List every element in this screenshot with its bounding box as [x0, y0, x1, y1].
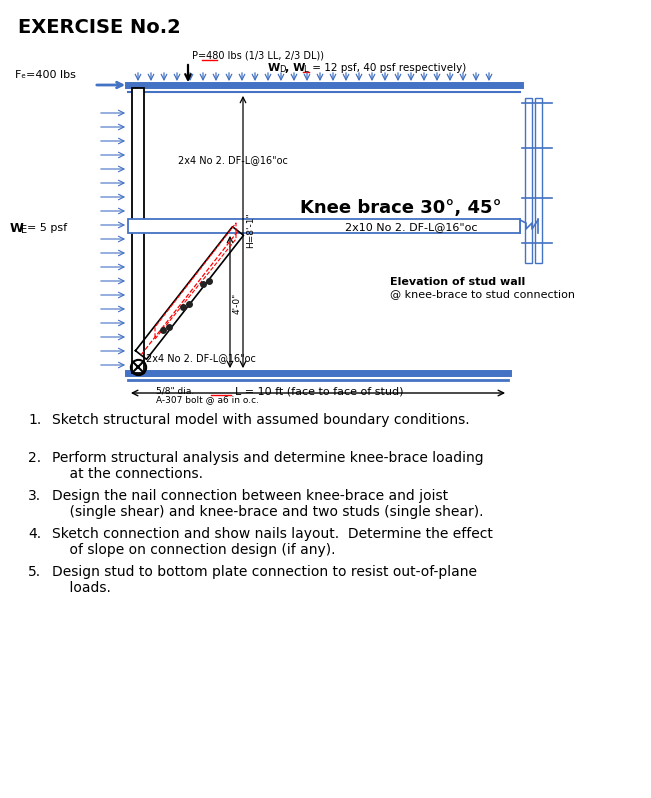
Text: 2.: 2.	[28, 451, 41, 465]
Text: W: W	[268, 63, 280, 73]
Text: 2x4 No 2. DF-L@16"oc: 2x4 No 2. DF-L@16"oc	[178, 155, 288, 165]
Text: = 12 psf, 40 psf respectively): = 12 psf, 40 psf respectively)	[309, 63, 466, 73]
Text: E: E	[21, 225, 27, 235]
Text: Design stud to bottom plate connection to resist out-of-plane
    loads.: Design stud to bottom plate connection t…	[52, 565, 477, 595]
Text: Perform structural analysis and determine knee-brace loading
    at the connecti: Perform structural analysis and determin…	[52, 451, 484, 481]
Text: H=8'-1": H=8'-1"	[246, 213, 255, 248]
Bar	[132, 88, 144, 373]
Text: 4'-0": 4'-0"	[233, 292, 242, 314]
Text: EXERCISE No.2: EXERCISE No.2	[18, 18, 181, 37]
Text: 5/8" dia.: 5/8" dia.	[156, 386, 194, 395]
Bar	[525, 98, 532, 263]
Text: Elevation of stud wall: Elevation of stud wall	[390, 277, 525, 287]
Text: 3.: 3.	[28, 489, 41, 503]
Text: W: W	[10, 222, 23, 235]
Text: 1.: 1.	[28, 413, 41, 427]
Text: = 5 psf: = 5 psf	[27, 223, 67, 233]
Text: , W: , W	[285, 63, 305, 73]
Text: 2x4 No 2. DF-L@16"oc: 2x4 No 2. DF-L@16"oc	[146, 353, 256, 363]
Text: 4.: 4.	[28, 527, 41, 541]
Text: A-307 bolt @ a6 in o.c.: A-307 bolt @ a6 in o.c.	[156, 395, 259, 404]
Text: L: L	[303, 65, 308, 74]
Text: Fₑ=400 lbs: Fₑ=400 lbs	[15, 70, 76, 80]
Text: P=480 lbs (1/3 LL, 2/3 DL)): P=480 lbs (1/3 LL, 2/3 DL))	[192, 50, 324, 60]
Bar	[128, 219, 520, 233]
Text: Sketch connection and show nails layout.  Determine the effect
    of slope on c: Sketch connection and show nails layout.…	[52, 527, 493, 557]
Bar	[535, 98, 542, 263]
Text: L = 10 ft (face to face of stud): L = 10 ft (face to face of stud)	[235, 387, 403, 397]
Text: @ knee-brace to stud connection: @ knee-brace to stud connection	[390, 289, 575, 299]
Text: 2x10 No 2. DF-L@16"oc: 2x10 No 2. DF-L@16"oc	[345, 222, 477, 232]
Text: 5.: 5.	[28, 565, 41, 579]
Text: Design the nail connection between knee-brace and joist
    (single shear) and k: Design the nail connection between knee-…	[52, 489, 484, 519]
Text: Sketch structural model with assumed boundary conditions.: Sketch structural model with assumed bou…	[52, 413, 469, 427]
Text: Knee brace 30°, 45°: Knee brace 30°, 45°	[300, 199, 502, 217]
Text: D: D	[279, 65, 286, 74]
